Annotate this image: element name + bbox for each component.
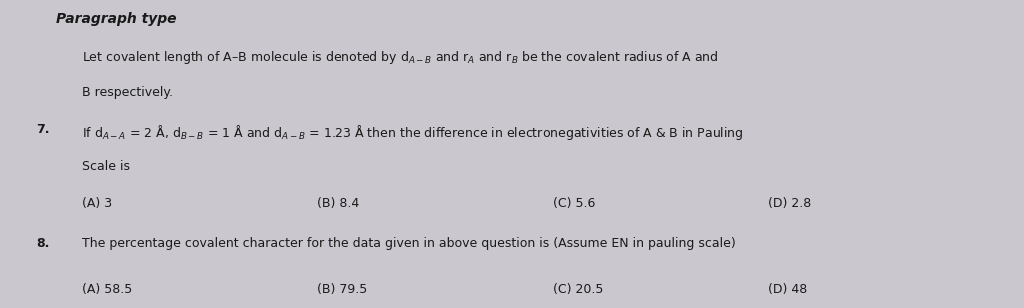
Text: (D) 48: (D) 48 xyxy=(768,283,807,296)
Text: (A) 3: (A) 3 xyxy=(82,197,112,210)
Text: Paragraph type: Paragraph type xyxy=(56,12,177,26)
Text: 8.: 8. xyxy=(36,237,49,250)
Text: Scale is: Scale is xyxy=(82,160,130,173)
Text: (A) 58.5: (A) 58.5 xyxy=(82,283,132,296)
Text: If d$_{A-A}$ = 2 Å, d$_{B-B}$ = 1 Å and d$_{A-B}$ = 1.23 Å then the difference i: If d$_{A-A}$ = 2 Å, d$_{B-B}$ = 1 Å and … xyxy=(82,123,743,142)
Text: 7.: 7. xyxy=(36,123,49,136)
Text: B respectively.: B respectively. xyxy=(82,86,173,99)
Text: (B) 8.4: (B) 8.4 xyxy=(317,197,359,210)
Text: (B) 79.5: (B) 79.5 xyxy=(317,283,368,296)
Text: (C) 20.5: (C) 20.5 xyxy=(553,283,603,296)
Text: (D) 2.8: (D) 2.8 xyxy=(768,197,811,210)
Text: (C) 5.6: (C) 5.6 xyxy=(553,197,595,210)
Text: The percentage covalent character for the data given in above question is (Assum: The percentage covalent character for th… xyxy=(82,237,735,250)
Text: Let covalent length of A–B molecule is denoted by d$_{A-B}$ and r$_A$ and r$_B$ : Let covalent length of A–B molecule is d… xyxy=(82,49,719,66)
